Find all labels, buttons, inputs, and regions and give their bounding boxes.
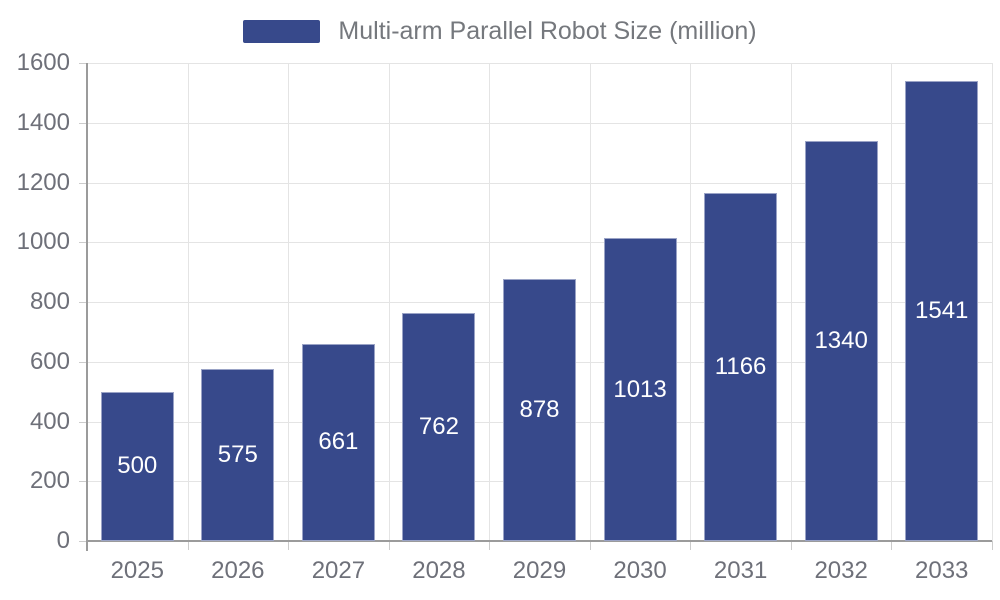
bar[interactable]: 1340 [804,140,878,541]
bar[interactable]: 1166 [704,192,778,541]
y-axis-tick [79,421,87,423]
x-axis-tick [690,541,692,550]
bar-value-label: 1541 [915,296,969,324]
y-axis-tick [79,361,87,363]
x-axis-tick [891,541,893,550]
y-tick-label: 200 [29,467,70,495]
y-tick-label: 1000 [16,228,70,256]
gridline-horizontal [87,182,992,184]
x-tick-label: 2027 [311,557,366,584]
y-tick-label: 600 [29,347,70,375]
legend-label: Multi-arm Parallel Robot Size (million) [338,17,757,45]
bar[interactable]: 762 [402,313,476,541]
x-axis-tick [790,541,792,550]
y-tick-label: 1600 [16,49,70,76]
x-tick-label: 2033 [915,557,969,584]
gridline-horizontal [87,242,992,244]
x-axis-tick [992,541,993,550]
bar-value-label: 762 [418,413,459,441]
y-tick-label: 400 [29,407,70,435]
gridline-horizontal [87,63,992,64]
y-axis-line [86,63,88,551]
y-axis-tick [79,122,87,124]
y-axis-tick [79,182,87,184]
x-axis-tick [187,541,189,550]
legend[interactable]: Multi-arm Parallel Robot Size (million) [0,17,1000,46]
bar[interactable]: 1541 [905,80,979,541]
y-tick-label: 800 [29,288,70,315]
y-tick-label: 0 [56,527,70,554]
bar[interactable]: 661 [301,343,375,541]
gridline-vertical [992,63,993,541]
bar-value-label: 661 [318,428,359,456]
x-tick-label: 2026 [211,557,265,584]
bar-value-label: 575 [217,441,258,469]
x-tick-label: 2025 [110,557,164,584]
bar-value-label: 1166 [714,352,767,380]
bar[interactable]: 1013 [603,238,677,541]
y-axis-tick [79,63,87,64]
x-tick-label: 2030 [613,557,667,584]
x-axis-tick [388,541,390,550]
bar-value-label: 1340 [814,326,868,354]
x-tick-label: 2031 [713,557,768,584]
x-tick-label: 2028 [412,557,466,584]
legend-swatch [243,20,321,43]
x-axis-line [87,540,992,542]
y-axis-tick [79,541,87,542]
x-axis-tick [589,541,591,550]
x-tick-label: 2029 [512,557,567,584]
x-axis-tick [288,541,290,550]
bar-value-label: 1013 [613,375,667,403]
y-axis-tick [79,302,87,303]
bar-value-label: 500 [117,452,158,480]
y-tick-label: 1200 [16,168,70,196]
y-tick-label: 1400 [16,108,70,136]
x-tick-label: 2032 [814,557,868,584]
y-axis-tick [79,242,87,244]
y-axis-tick [79,481,87,483]
bar[interactable]: 575 [201,369,275,541]
bar-value-label: 878 [519,395,560,423]
bar[interactable]: 878 [503,278,576,541]
x-axis-tick [489,541,491,550]
bar[interactable]: 500 [100,391,174,541]
gridline-horizontal [87,122,992,124]
